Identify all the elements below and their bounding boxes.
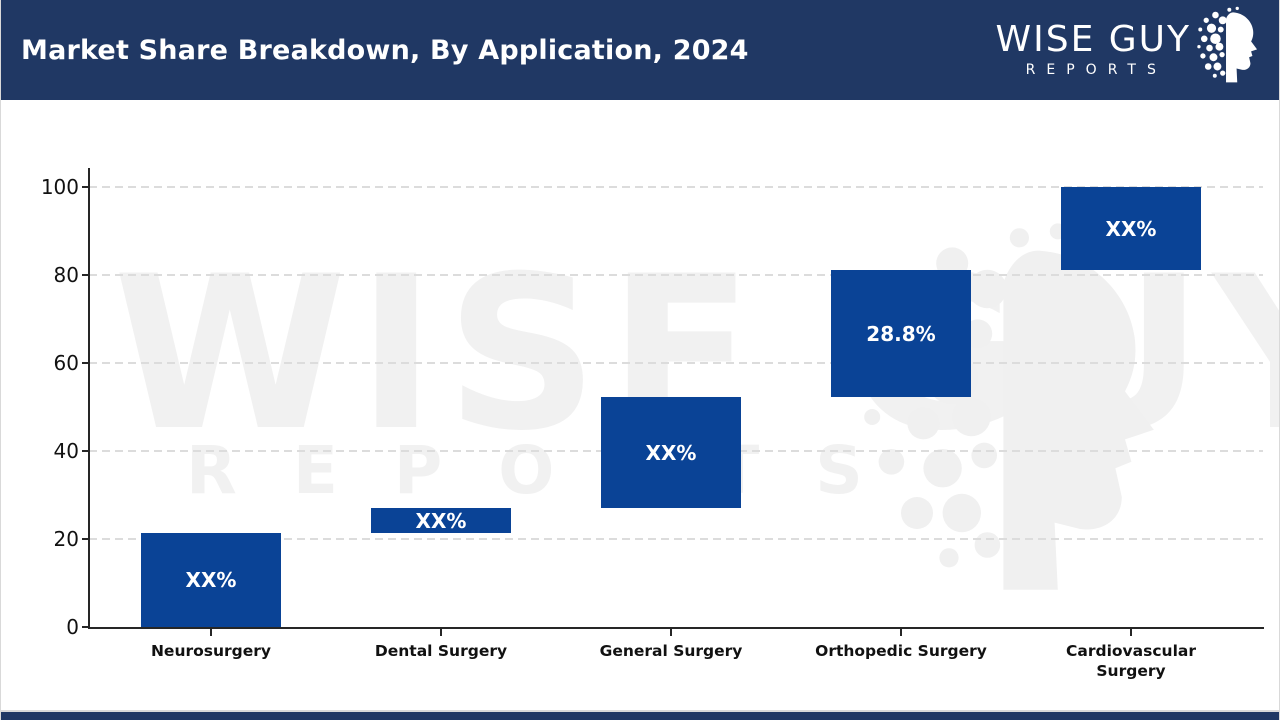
x-tick-1 [440, 629, 442, 636]
y-tick-label-80: 80 [53, 263, 79, 287]
logo-wordmark: WISE GUY [995, 19, 1191, 60]
y-tick-40 [82, 450, 88, 452]
page-title: Market Share Breakdown, By Application, … [21, 34, 749, 66]
footer-divider [1, 710, 1279, 712]
bar-value-label: XX% [415, 508, 467, 533]
gridline-20 [89, 538, 1263, 540]
y-tick-label-60: 60 [53, 351, 79, 375]
x-tick-4 [1130, 629, 1132, 636]
bar-dental-surgery: XX% [371, 508, 511, 533]
x-axis-label-0: Neurosurgery [150, 642, 272, 660]
bar-value-label: XX% [1105, 216, 1157, 241]
header: Market Share Breakdown, By Application, … [1, 0, 1279, 100]
bar-orthopedic-surgery: 28.8% [831, 270, 971, 397]
x-axis-label-3: Orthopedic Surgery [815, 642, 987, 660]
brand-logo: WISE GUY REPORTS [996, 6, 1262, 94]
x-axis [88, 627, 1264, 629]
y-tick-60 [82, 362, 88, 364]
y-tick-label-20: 20 [53, 527, 79, 551]
x-tick-3 [900, 629, 902, 636]
bar-general-surgery: XX% [601, 396, 741, 509]
bar-value-label: XX% [185, 567, 237, 592]
chart-area: WISE GUY REPORTS 0 20 40 60 80 100 XX% Neurosur… [1, 100, 1279, 712]
bar-value-label: XX% [645, 440, 697, 465]
logo-text: WISE GUY REPORTS [995, 19, 1192, 79]
x-axis-label-1: Dental Surgery [374, 642, 508, 660]
y-tick-20 [82, 538, 88, 540]
y-tick-80 [82, 274, 88, 276]
y-tick-label-0: 0 [66, 615, 79, 639]
x-tick-0 [210, 629, 212, 636]
x-axis-label-4: Cardiovascular Surgery [1066, 642, 1196, 681]
bar-value-label: 28.8% [866, 321, 936, 346]
x-axis-label-2: General Surgery [599, 642, 743, 660]
x-tick-2 [670, 629, 672, 636]
y-tick-0 [82, 626, 88, 628]
y-tick-100 [82, 186, 88, 188]
footer-bar [1, 712, 1279, 720]
watermark-subtext: REPORTS [186, 432, 919, 509]
logo-subtext: REPORTS [1025, 62, 1167, 78]
y-axis [88, 168, 90, 629]
logo-face-icon [1195, 6, 1261, 94]
gridline-100 [89, 186, 1263, 188]
y-tick-label-40: 40 [53, 439, 79, 463]
y-tick-label-100: 100 [40, 175, 79, 199]
bar-cardiovascular-surgery: XX% [1061, 187, 1201, 271]
bar-neurosurgery: XX% [141, 532, 281, 627]
gridline-80 [89, 274, 1263, 276]
gridline-60 [89, 362, 1263, 364]
